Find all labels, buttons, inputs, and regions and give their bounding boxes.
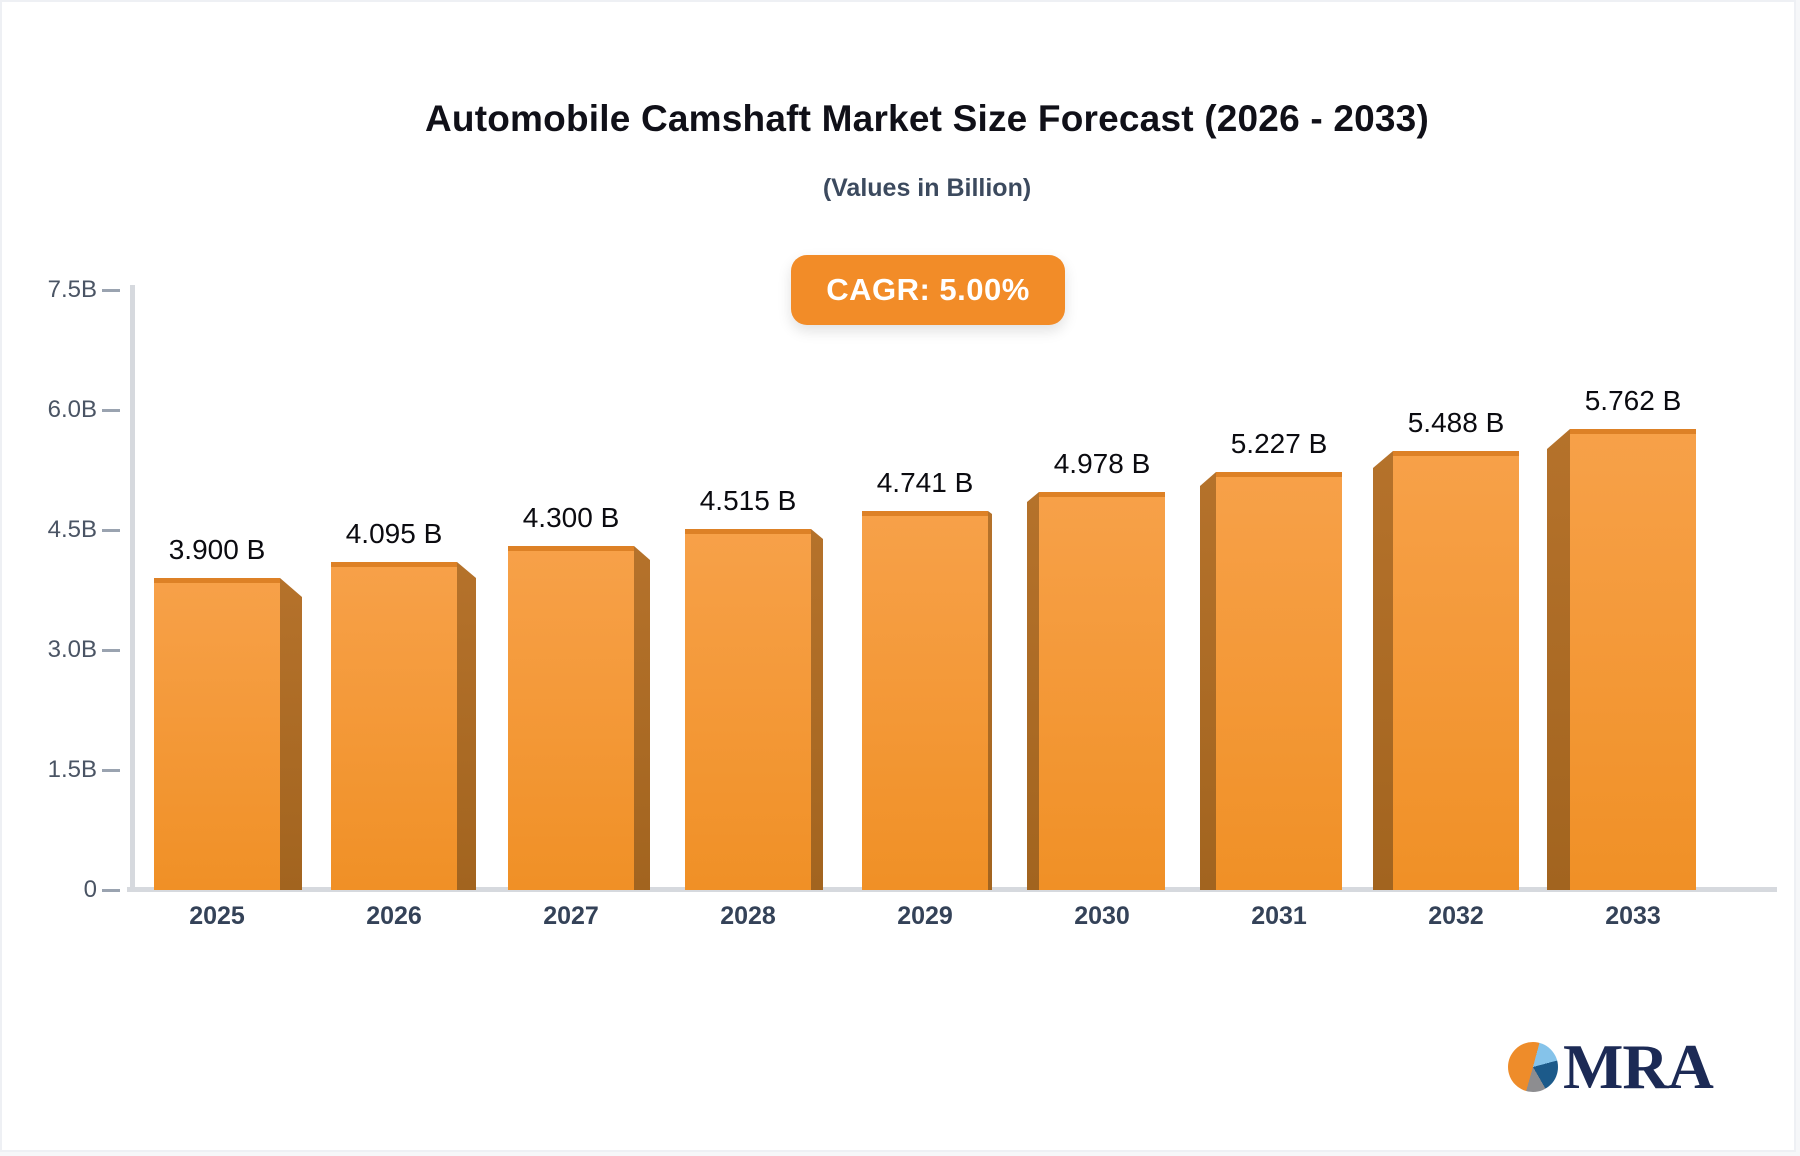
bar-face — [508, 546, 634, 890]
y-axis-tick-mark — [102, 529, 120, 532]
bar-top-edge — [1393, 451, 1519, 456]
bar-top-edge — [331, 562, 457, 567]
bar-value-label: 3.900 B — [168, 534, 266, 565]
bar-top-edge — [1039, 492, 1165, 497]
x-axis-label-2028: 2028 — [720, 902, 776, 930]
bar-top-edge — [685, 529, 811, 534]
bar-top-edge — [1570, 429, 1696, 434]
cagr-badge: CAGR: 5.00% — [791, 255, 1065, 325]
bar-face — [331, 562, 457, 890]
x-axis-label-2027: 2027 — [543, 902, 599, 930]
bar-side-face — [1027, 492, 1039, 890]
bar-face — [1216, 472, 1342, 890]
bar-value-label: 4.515 B — [699, 485, 797, 516]
bar-face — [1570, 429, 1696, 890]
bar-value-label: 4.741 B — [876, 467, 974, 498]
y-axis-tick-label: 3.0B — [47, 636, 97, 663]
x-axis-label-2025: 2025 — [189, 902, 245, 930]
bar-side-face — [1547, 429, 1570, 890]
x-axis-label-2032: 2032 — [1428, 902, 1484, 930]
bar-value-label: 4.300 B — [522, 502, 620, 533]
y-axis-tick-mark — [102, 649, 120, 652]
bar-side-face — [634, 546, 650, 890]
bar-face — [1393, 451, 1519, 890]
bar-top-edge — [508, 546, 634, 551]
y-axis-tick-label: 6.0B — [47, 396, 97, 423]
chart-subtitle: (Values in Billion) — [822, 174, 1032, 202]
y-axis-tick-label: 7.5B — [47, 276, 97, 303]
x-axis-label-2033: 2033 — [1605, 902, 1661, 930]
cagr-badge-label: CAGR: 5.00% — [826, 272, 1030, 307]
x-axis-label-2031: 2031 — [1251, 902, 1307, 930]
y-axis-line — [130, 285, 135, 891]
bar-face — [862, 511, 988, 890]
bar-face — [1039, 492, 1165, 890]
brand-logo-text: MRA — [1563, 1031, 1714, 1102]
bar-top-edge — [862, 511, 988, 516]
bar-side-face — [1200, 472, 1216, 890]
bar-side-face — [1373, 451, 1393, 890]
bar-top-edge — [154, 578, 280, 583]
bar-side-face — [280, 578, 302, 890]
bar-side-face — [811, 529, 823, 890]
bar-value-label: 5.762 B — [1584, 385, 1682, 416]
y-axis-tick-mark — [102, 889, 120, 892]
bar-face — [685, 529, 811, 890]
bar-side-face — [988, 511, 992, 890]
y-axis-tick-mark — [102, 409, 120, 412]
y-axis-tick-label: 1.5B — [47, 756, 97, 783]
pie-chart-logo-icon — [1508, 1042, 1558, 1092]
chart-title: Automobile Camshaft Market Size Forecast… — [425, 98, 1429, 139]
y-axis-tick-label: 4.5B — [47, 516, 97, 543]
x-axis-label-2030: 2030 — [1074, 902, 1130, 930]
bar-value-label: 5.488 B — [1407, 407, 1505, 438]
bar-value-label: 5.227 B — [1230, 428, 1328, 459]
bar-value-label: 4.095 B — [345, 518, 443, 549]
x-axis-label-2026: 2026 — [366, 902, 422, 930]
bar-top-edge — [1216, 472, 1342, 477]
bar-side-face — [457, 562, 476, 890]
brand-logo: MRA — [1508, 1031, 1714, 1102]
y-axis-tick-mark — [102, 769, 120, 772]
x-axis-label-2029: 2029 — [897, 902, 953, 930]
bar-face — [154, 578, 280, 890]
y-axis-tick-label: 0 — [83, 876, 97, 903]
y-axis-tick-mark — [102, 289, 120, 292]
bar-value-label: 4.978 B — [1053, 448, 1151, 479]
